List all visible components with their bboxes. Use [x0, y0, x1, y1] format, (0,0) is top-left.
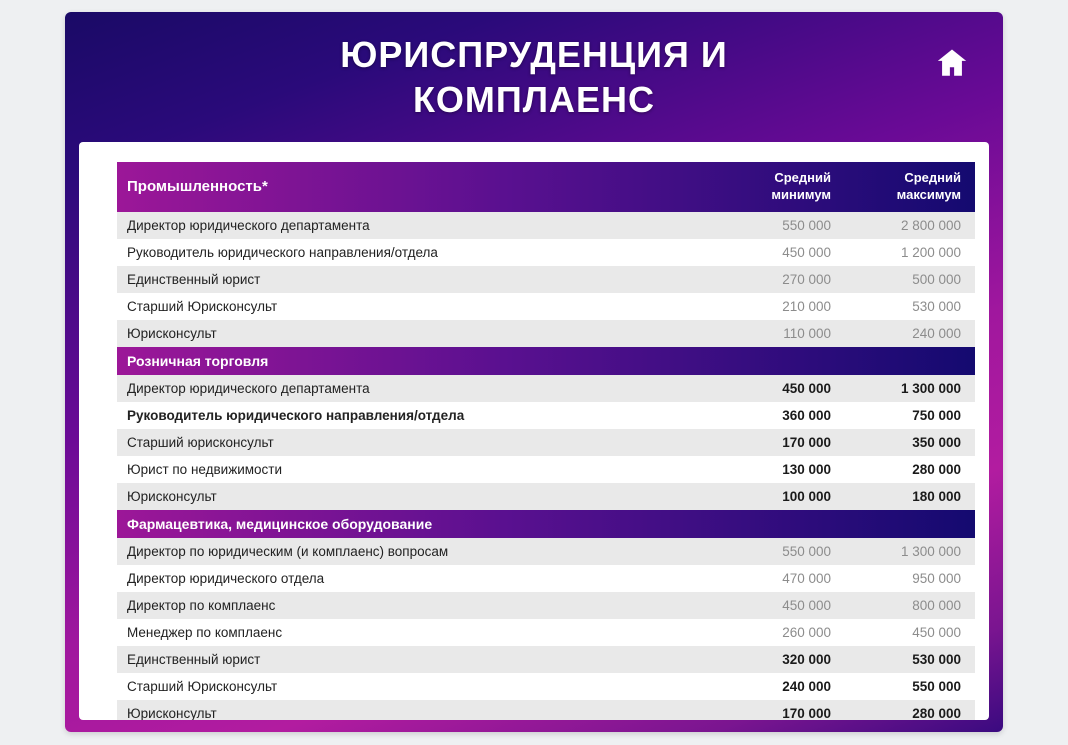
table-header-row: Промышленность* Средний минимум Средний …	[117, 162, 975, 212]
table-row: Юрисконсульт 170 000 280 000	[117, 700, 975, 720]
table-row: Старший Юрисконсульт 210 000 530 000	[117, 293, 975, 320]
page-title: ЮРИСПРУДЕНЦИЯ И КОМПЛАЕНС	[340, 32, 728, 122]
table-row: Директор по юридическим (и комплаенс) во…	[117, 538, 975, 565]
section-industry-rows: Директор юридического департамента 550 0…	[117, 212, 975, 347]
column-header-min: Средний минимум	[715, 162, 845, 212]
table-row: Менеджер по комплаенс 260 000 450 000	[117, 619, 975, 646]
table-row: Директор юридического отдела 470 000 950…	[117, 565, 975, 592]
card-border-frame: ЮРИСПРУДЕНЦИЯ И КОМПЛАЕНС Промышленность…	[65, 12, 1003, 732]
table-row: Старший юрисконсульт 170 000 350 000	[117, 429, 975, 456]
page-title-line1: ЮРИСПРУДЕНЦИЯ И	[340, 32, 728, 77]
column-header-industry: Промышленность*	[117, 162, 715, 212]
section-header-retail: Розничная торговля	[117, 347, 975, 375]
section-header-pharma: Фармацевтика, медицинское оборудование	[117, 510, 975, 538]
section-retail-rows: Директор юридического департамента 450 0…	[117, 375, 975, 510]
table-row: Директор юридического департамента 550 0…	[117, 212, 975, 239]
salary-table: Промышленность* Средний минимум Средний …	[117, 162, 975, 720]
page-title-line2: КОМПЛАЕНС	[340, 77, 728, 122]
table-content-area: Промышленность* Средний минимум Средний …	[79, 142, 989, 720]
table-row: Юрисконсульт 110 000 240 000	[117, 320, 975, 347]
page-header: ЮРИСПРУДЕНЦИЯ И КОМПЛАЕНС	[65, 12, 1003, 142]
home-button[interactable]	[929, 40, 975, 86]
screenshot-page: ЮРИСПРУДЕНЦИЯ И КОМПЛАЕНС Промышленность…	[0, 0, 1068, 745]
table-row: Единственный юрист 270 000 500 000	[117, 266, 975, 293]
table-row: Единственный юрист 320 000 530 000	[117, 646, 975, 673]
table-row: Директор юридического департамента 450 0…	[117, 375, 975, 402]
table-row: Старший Юрисконсульт 240 000 550 000	[117, 673, 975, 700]
section-pharma-rows: Директор по юридическим (и комплаенс) во…	[117, 538, 975, 720]
table-row: Юрист по недвижимости 130 000 280 000	[117, 456, 975, 483]
home-icon	[935, 46, 969, 80]
table-row: Руководитель юридического направления/от…	[117, 402, 975, 429]
table-row: Руководитель юридического направления/от…	[117, 239, 975, 266]
table-row: Юрисконсульт 100 000 180 000	[117, 483, 975, 510]
column-header-max: Средний максимум	[845, 162, 975, 212]
table-row: Директор по комплаенс 450 000 800 000	[117, 592, 975, 619]
